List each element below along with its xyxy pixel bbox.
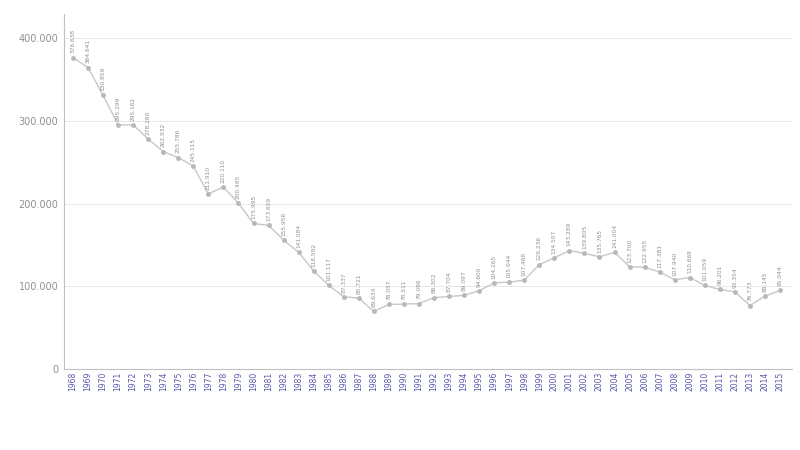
Text: 141.084: 141.084 — [296, 224, 301, 248]
Text: 245.115: 245.115 — [191, 138, 196, 162]
Text: 76.773: 76.773 — [747, 281, 752, 302]
Text: 93.354: 93.354 — [732, 267, 738, 288]
Text: 255.786: 255.786 — [176, 129, 181, 153]
Text: 104.265: 104.265 — [492, 255, 497, 279]
Text: 96.201: 96.201 — [718, 265, 722, 285]
Text: 101.117: 101.117 — [326, 257, 331, 281]
Text: 85.721: 85.721 — [356, 274, 362, 294]
Text: 87.704: 87.704 — [446, 272, 451, 292]
Text: 107.940: 107.940 — [672, 252, 677, 275]
Text: 220.110: 220.110 — [221, 159, 226, 183]
Text: 101.059: 101.059 — [702, 257, 707, 281]
Text: 143.289: 143.289 — [567, 222, 572, 246]
Text: 117.381: 117.381 — [657, 244, 662, 268]
Text: 155.956: 155.956 — [281, 212, 286, 236]
Text: 262.932: 262.932 — [161, 123, 166, 148]
Text: 78.511: 78.511 — [402, 279, 406, 300]
Text: 110.668: 110.668 — [687, 249, 692, 273]
Text: 86.302: 86.302 — [431, 273, 437, 293]
Text: 376.638: 376.638 — [70, 29, 75, 54]
Text: 139.805: 139.805 — [582, 225, 587, 249]
Text: 211.910: 211.910 — [206, 166, 211, 189]
Text: 107.468: 107.468 — [522, 252, 526, 276]
Text: 173.659: 173.659 — [266, 197, 271, 221]
Text: 69.634: 69.634 — [371, 287, 376, 307]
Text: 278.280: 278.280 — [146, 110, 150, 135]
Text: 105.044: 105.044 — [506, 254, 512, 278]
Text: 330.859: 330.859 — [101, 67, 106, 91]
Text: 88.145: 88.145 — [762, 271, 767, 292]
Text: 126.236: 126.236 — [537, 236, 542, 261]
Text: 94.600: 94.600 — [477, 266, 482, 287]
Text: 295.162: 295.162 — [130, 97, 136, 121]
Text: 78.057: 78.057 — [386, 280, 391, 300]
Text: 141.004: 141.004 — [612, 224, 617, 248]
Text: 122.955: 122.955 — [642, 239, 647, 263]
Text: 123.700: 123.700 — [627, 238, 632, 262]
Text: 89.097: 89.097 — [462, 270, 466, 291]
Text: 87.337: 87.337 — [342, 272, 346, 292]
Text: 200.485: 200.485 — [236, 175, 241, 199]
Text: 175.995: 175.995 — [251, 195, 256, 219]
Text: 364.641: 364.641 — [86, 39, 90, 63]
Text: 295.299: 295.299 — [116, 96, 121, 121]
Text: 118.592: 118.592 — [311, 243, 316, 267]
Text: 135.765: 135.765 — [597, 229, 602, 252]
Text: 134.507: 134.507 — [552, 230, 557, 254]
Text: 79.096: 79.096 — [417, 279, 422, 299]
Text: 95.044: 95.044 — [778, 266, 782, 286]
